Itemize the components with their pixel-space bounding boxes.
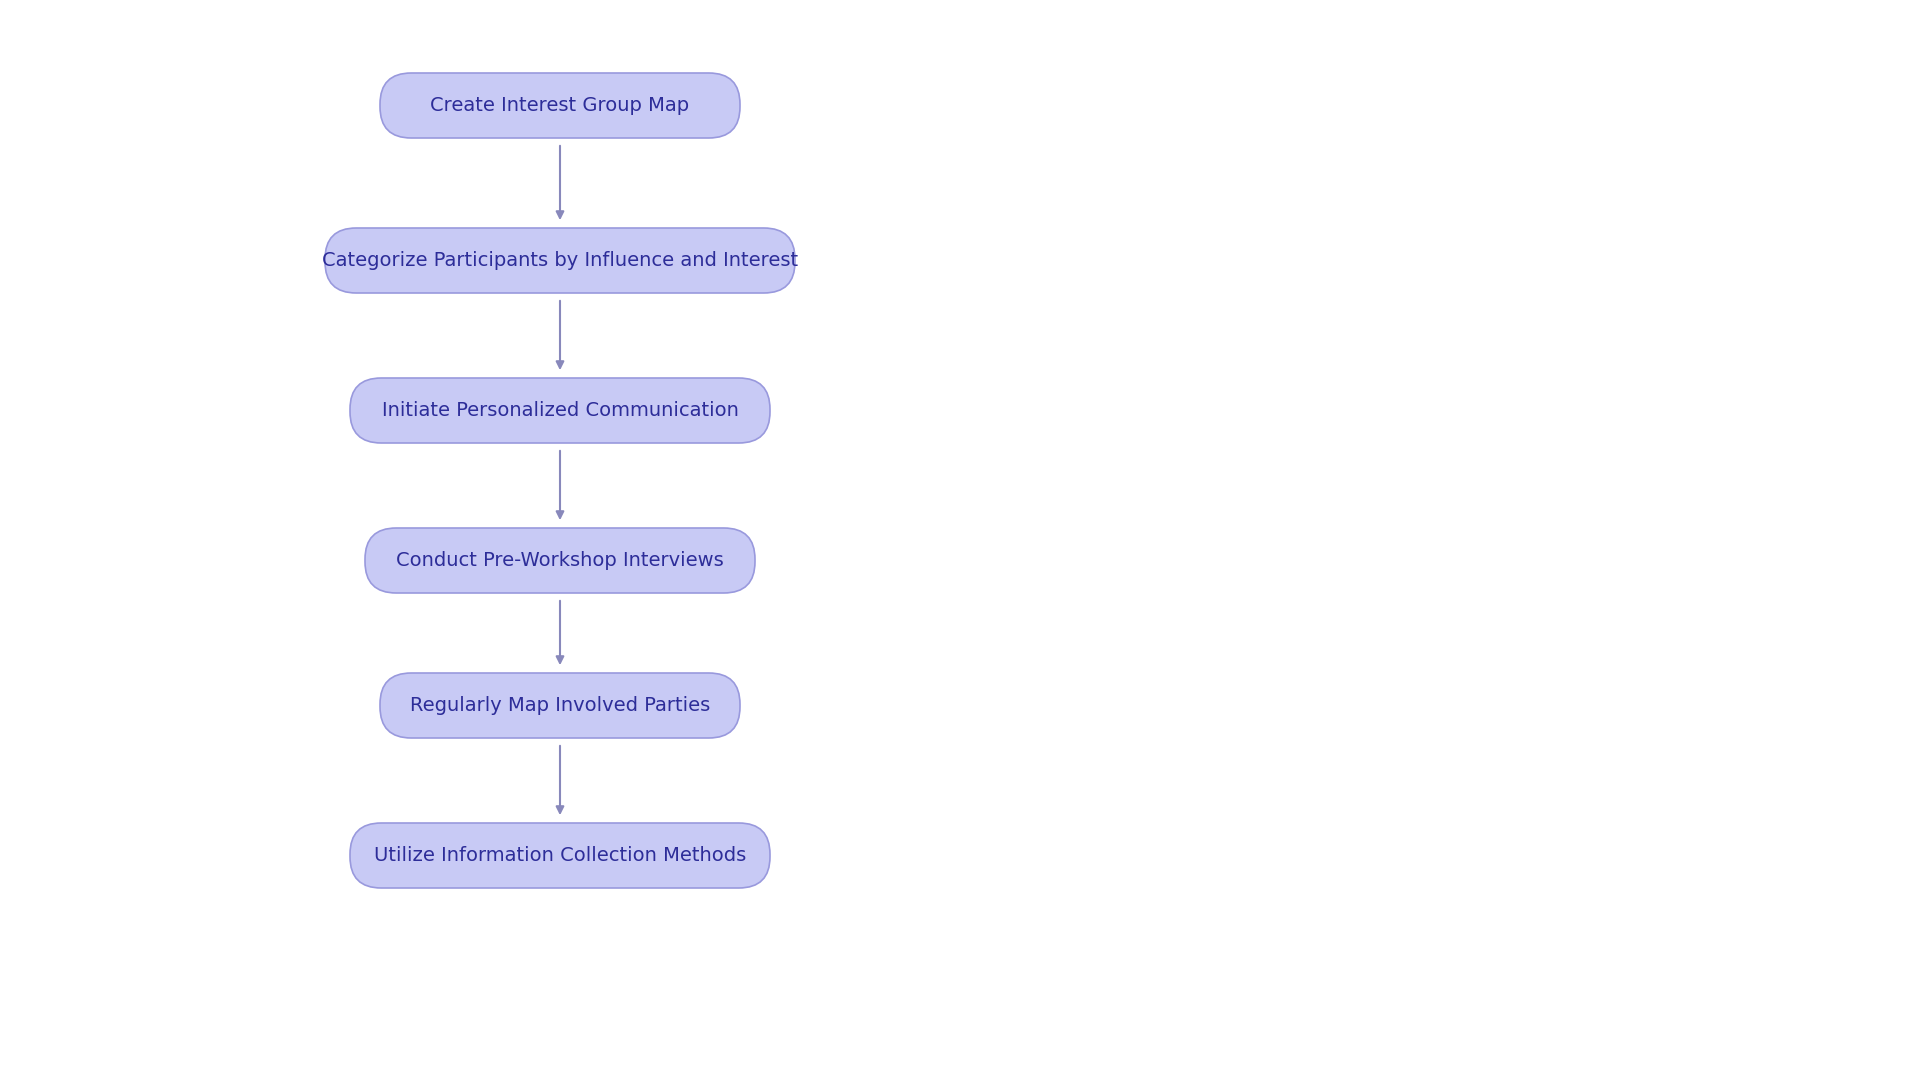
FancyBboxPatch shape <box>365 529 755 593</box>
FancyBboxPatch shape <box>349 823 770 888</box>
Text: Create Interest Group Map: Create Interest Group Map <box>430 96 689 115</box>
FancyBboxPatch shape <box>324 229 795 293</box>
Text: Categorize Participants by Influence and Interest: Categorize Participants by Influence and… <box>323 251 799 270</box>
Text: Initiate Personalized Communication: Initiate Personalized Communication <box>382 401 739 420</box>
Text: Conduct Pre-Workshop Interviews: Conduct Pre-Workshop Interviews <box>396 551 724 570</box>
Text: Utilize Information Collection Methods: Utilize Information Collection Methods <box>374 846 747 865</box>
Text: Regularly Map Involved Parties: Regularly Map Involved Parties <box>409 696 710 715</box>
FancyBboxPatch shape <box>380 673 739 738</box>
FancyBboxPatch shape <box>380 73 739 138</box>
FancyBboxPatch shape <box>349 378 770 443</box>
